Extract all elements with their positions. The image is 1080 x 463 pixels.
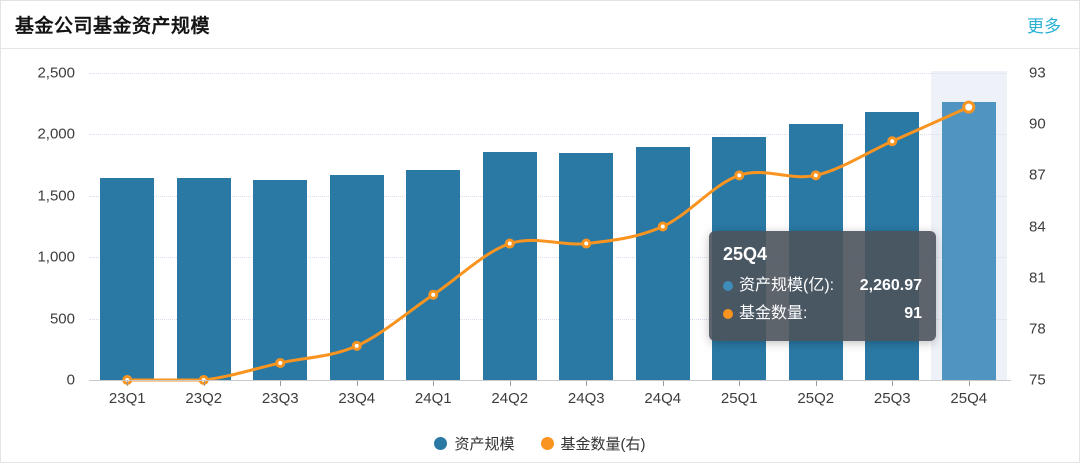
more-link[interactable]: 更多 bbox=[1027, 17, 1061, 36]
y-axis-label-right: 75 bbox=[1029, 371, 1046, 389]
widget-header: 基金公司基金资产规模 更多 bbox=[1, 1, 1079, 49]
tooltip: 25Q4 资产规模(亿): 2,260.97 基金数量: 91 bbox=[709, 231, 936, 341]
legend-item-assets[interactable]: 资产规模 bbox=[434, 433, 515, 454]
legend-label-fund-count: 基金数量(右) bbox=[560, 436, 646, 453]
tooltip-row-assets: 资产规模(亿): 2,260.97 bbox=[723, 272, 922, 300]
fund-count-series-dot-icon bbox=[723, 309, 733, 319]
gridline bbox=[89, 73, 1007, 74]
x-axis-tick bbox=[433, 381, 435, 386]
tooltip-value-assets: 2,260.97 bbox=[859, 277, 922, 294]
legend-dot-fund-count-icon bbox=[540, 437, 554, 450]
x-axis-label: 23Q2 bbox=[185, 390, 223, 407]
bar-25Q4[interactable] bbox=[941, 102, 996, 380]
tooltip-label-assets: 资产规模(亿): bbox=[739, 277, 835, 294]
x-axis-tick bbox=[968, 381, 970, 386]
x-axis-tick bbox=[280, 381, 282, 386]
x-axis-label: 25Q3 bbox=[873, 390, 911, 407]
x-axis-tick bbox=[203, 381, 205, 386]
bar-23Q1[interactable] bbox=[100, 177, 155, 380]
tooltip-value-fund-count: 91 bbox=[904, 305, 922, 322]
bar-24Q2[interactable] bbox=[482, 152, 537, 380]
legend-label-assets: 资产规模 bbox=[454, 436, 515, 453]
y-axis-label-left: 0 bbox=[66, 371, 75, 389]
legend-dot-assets-icon bbox=[434, 437, 448, 450]
tooltip-label-fund-count: 基金数量: bbox=[739, 305, 808, 322]
x-axis-label: 25Q2 bbox=[797, 390, 835, 407]
y-axis-label-left: 2,000 bbox=[37, 125, 75, 143]
y-axis-label-right: 78 bbox=[1029, 320, 1046, 338]
x-axis-label: 23Q1 bbox=[108, 390, 146, 407]
y-axis-label-left: 1,500 bbox=[37, 187, 75, 205]
x-axis-label: 24Q1 bbox=[414, 390, 452, 407]
x-axis-tick bbox=[892, 381, 894, 386]
tooltip-row-fund-count: 基金数量: 91 bbox=[723, 300, 922, 328]
widget-title: 基金公司基金资产规模 bbox=[15, 16, 211, 37]
y-axis-label-right: 87 bbox=[1029, 166, 1046, 184]
y-axis-label-right: 90 bbox=[1029, 115, 1046, 133]
x-axis-tick bbox=[662, 381, 664, 386]
y-axis-label-right: 81 bbox=[1029, 269, 1046, 287]
chart-legend: 资产规模 基金数量(右) bbox=[1, 433, 1079, 454]
x-axis-line bbox=[89, 380, 1011, 381]
y-axis-label-left: 1,000 bbox=[37, 248, 75, 266]
legend-item-fund-count[interactable]: 基金数量(右) bbox=[540, 433, 646, 454]
y-axis-label-left: 500 bbox=[49, 310, 75, 328]
x-axis-label: 24Q2 bbox=[491, 390, 529, 407]
x-axis-tick bbox=[127, 381, 129, 386]
asset-series-dot-icon bbox=[723, 281, 733, 291]
x-axis-label: 24Q4 bbox=[644, 390, 682, 407]
x-axis-label: 25Q1 bbox=[720, 390, 758, 407]
tooltip-title: 25Q4 bbox=[723, 244, 768, 264]
bar-24Q1[interactable] bbox=[406, 170, 461, 380]
bar-23Q3[interactable] bbox=[253, 180, 308, 380]
bar-23Q4[interactable] bbox=[329, 174, 384, 380]
y-axis-label-right: 93 bbox=[1029, 64, 1046, 82]
x-axis-label: 24Q3 bbox=[567, 390, 605, 407]
x-axis-tick bbox=[739, 381, 741, 386]
x-axis-tick bbox=[815, 381, 817, 386]
bar-23Q2[interactable] bbox=[176, 177, 231, 380]
bar-24Q3[interactable] bbox=[559, 153, 614, 380]
y-axis-label-right: 84 bbox=[1029, 218, 1046, 235]
y-axis-label-left: 2,500 bbox=[37, 64, 75, 82]
bar-24Q4[interactable] bbox=[635, 147, 690, 380]
x-axis-label: 23Q3 bbox=[261, 390, 299, 407]
x-axis-tick bbox=[586, 381, 588, 386]
x-axis-tick bbox=[509, 381, 511, 386]
x-axis-tick bbox=[356, 381, 358, 386]
x-axis-label: 25Q4 bbox=[950, 390, 988, 407]
x-axis-label: 23Q4 bbox=[338, 390, 376, 407]
